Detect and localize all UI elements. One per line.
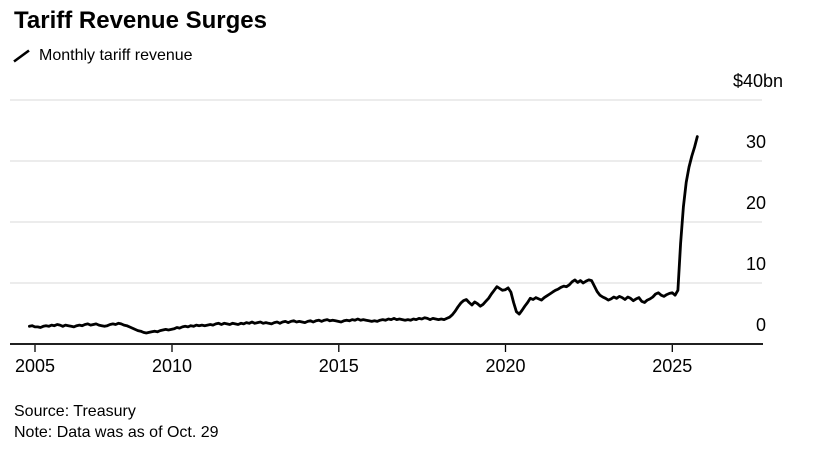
x-axis-label: 2010	[151, 356, 193, 376]
x-axis-label: 2005	[14, 356, 56, 376]
revenue-line	[27, 135, 699, 335]
x-axis-label: 2020	[485, 356, 526, 376]
note-text: Note: Data was as of Oct. 29	[14, 424, 219, 441]
legend-label: Monthly tariff revenue	[39, 47, 193, 64]
gridlines	[10, 99, 762, 284]
source-text: Source: Treasury	[14, 403, 136, 420]
x-axis-label: 2025	[652, 356, 693, 376]
chart-title: Tariff Revenue Surges	[14, 7, 267, 34]
y-axis-label: 20	[745, 193, 766, 213]
y-axis-label: 0	[755, 315, 766, 335]
axis-ticks	[34, 345, 673, 352]
y-axis-label: 10	[745, 254, 766, 274]
legend: Monthly tariff revenue	[12, 47, 193, 65]
y-axis-label: $40bn	[732, 71, 783, 91]
x-axis-label: 2015	[318, 356, 359, 376]
line-swatch-icon	[12, 48, 32, 64]
y-axis-label: 30	[745, 132, 766, 152]
